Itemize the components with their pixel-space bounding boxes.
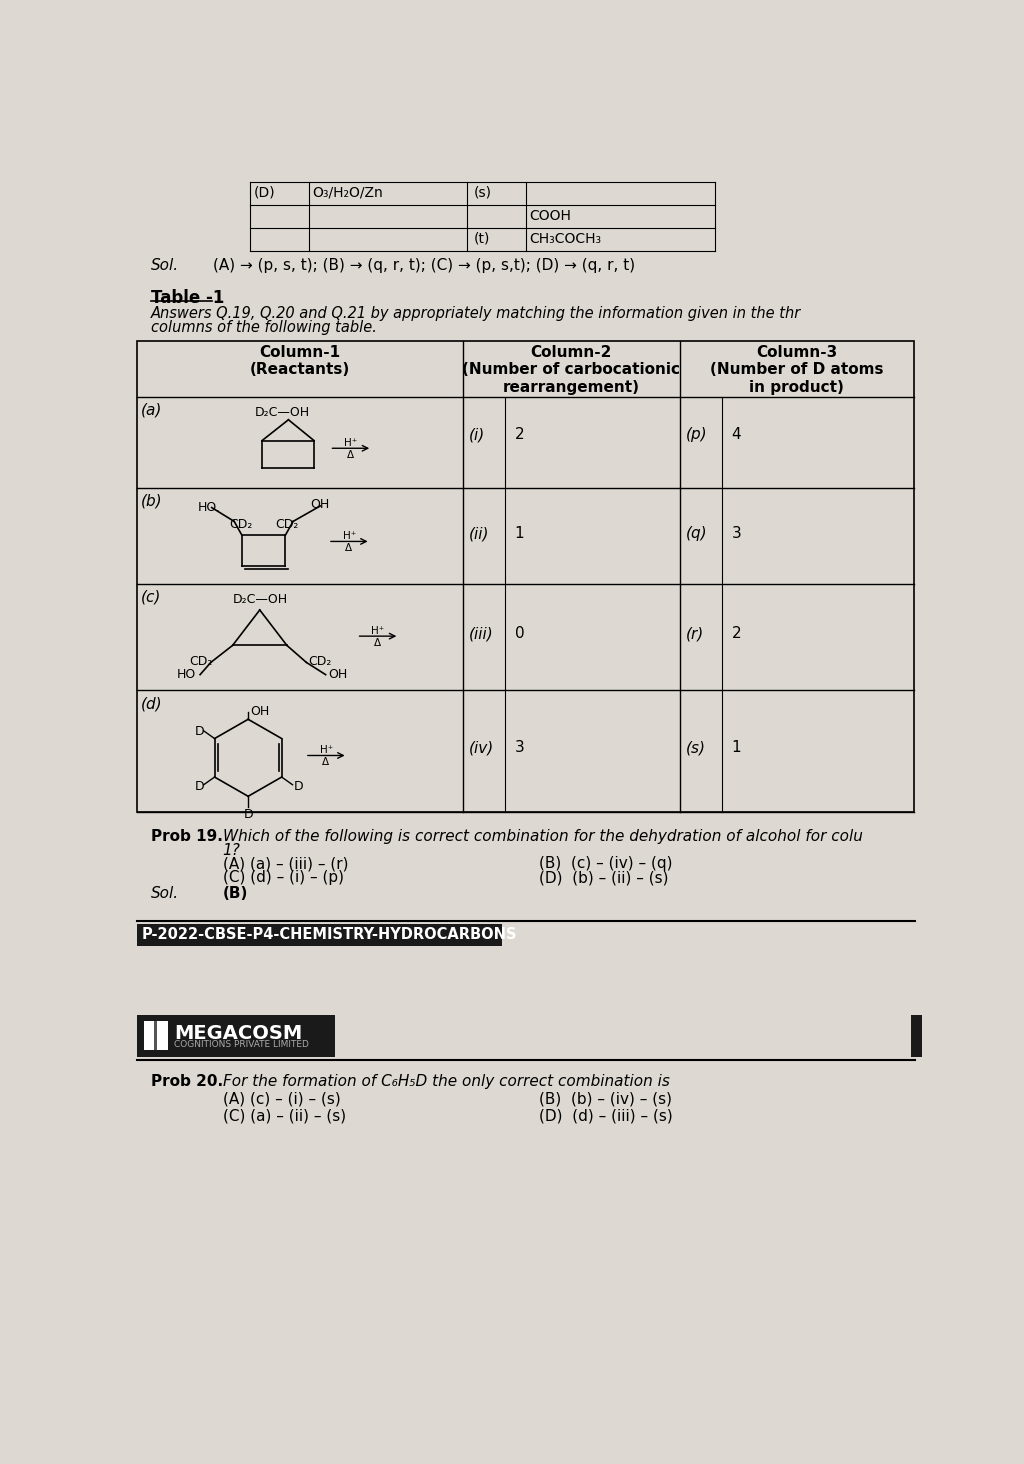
Text: CD₂: CD₂	[308, 654, 331, 668]
Text: (A) → (p, s, t); (B) → (q, r, t); (C) → (p, s,t); (D) → (q, r, t): (A) → (p, s, t); (B) → (q, r, t); (C) → …	[213, 258, 635, 274]
Text: D: D	[294, 780, 304, 793]
Text: Which of the following is correct combination for the dehydration of alcohol for: Which of the following is correct combin…	[222, 829, 862, 843]
Text: (d): (d)	[141, 697, 163, 712]
Text: Column-1
(Reactants): Column-1 (Reactants)	[250, 346, 350, 378]
Bar	[910, 1015, 922, 1057]
Text: D: D	[195, 780, 204, 793]
Text: H⁺: H⁺	[372, 627, 385, 637]
Text: (a): (a)	[141, 403, 163, 417]
Text: Sol.: Sol.	[152, 258, 179, 274]
Text: (ii): (ii)	[469, 526, 489, 542]
Text: HO.: HO.	[198, 501, 220, 514]
Text: (D)  (b) – (ii) – (s): (D) (b) – (ii) – (s)	[539, 870, 669, 886]
Text: (iv): (iv)	[469, 741, 495, 755]
Text: Column-2
(Number of carbocationic
rearrangement): Column-2 (Number of carbocationic rearra…	[462, 346, 680, 395]
Text: Δ: Δ	[374, 638, 381, 647]
Text: Answers Q.19, Q.20 and Q.21 by appropriately matching the information given in t: Answers Q.19, Q.20 and Q.21 by appropria…	[152, 306, 802, 321]
Text: (C) (a) – (ii) – (s): (C) (a) – (ii) – (s)	[222, 1108, 346, 1123]
Text: (B)  (c) – (iv) – (q): (B) (c) – (iv) – (q)	[539, 856, 672, 871]
Text: (D)  (d) – (iii) – (s): (D) (d) – (iii) – (s)	[539, 1108, 673, 1123]
Text: Δ: Δ	[346, 449, 353, 460]
Text: 0: 0	[515, 627, 524, 641]
Text: Sol.: Sol.	[152, 886, 179, 902]
Text: COGNITIONS PRIVATE LIMITED: COGNITIONS PRIVATE LIMITED	[174, 1039, 309, 1048]
Bar	[155, 1022, 157, 1050]
Text: P-2022-CBSE-P4-CHEMISTRY-HYDROCARBONS: P-2022-CBSE-P4-CHEMISTRY-HYDROCARBONS	[142, 927, 517, 943]
Text: CD₂: CD₂	[189, 654, 213, 668]
Text: (D): (D)	[254, 186, 275, 199]
Text: (B)  (b) – (iv) – (s): (B) (b) – (iv) – (s)	[539, 1091, 672, 1107]
Text: Prob 19.: Prob 19.	[152, 829, 223, 843]
Text: (i): (i)	[469, 427, 485, 442]
Text: D₂C—OH: D₂C—OH	[254, 406, 309, 419]
Bar	[143, 1022, 155, 1050]
Text: OH: OH	[328, 669, 347, 681]
Text: (C) (d) – (i) – (p): (C) (d) – (i) – (p)	[222, 870, 343, 886]
Text: Column-3
(Number of D atoms
in product): Column-3 (Number of D atoms in product)	[710, 346, 884, 395]
Text: (A) (a) – (iii) – (r): (A) (a) – (iii) – (r)	[222, 856, 348, 871]
Text: COOH: COOH	[529, 209, 571, 223]
Text: (p): (p)	[686, 427, 708, 442]
Text: MEGACOSM: MEGACOSM	[174, 1025, 303, 1044]
Text: (iii): (iii)	[469, 627, 494, 641]
Text: (s): (s)	[474, 186, 492, 199]
Text: (b): (b)	[141, 493, 163, 508]
Text: 2: 2	[732, 627, 741, 641]
Text: Table -1: Table -1	[152, 288, 224, 307]
Text: 3: 3	[732, 526, 741, 542]
Text: D: D	[195, 725, 204, 738]
Bar	[137, 924, 502, 946]
Text: H⁺: H⁺	[343, 531, 356, 542]
Text: CD₂: CD₂	[275, 518, 299, 531]
Text: 4: 4	[732, 427, 741, 442]
Text: 1: 1	[515, 526, 524, 542]
Text: For the formation of C₆H₅D the only correct combination is: For the formation of C₆H₅D the only corr…	[222, 1075, 670, 1089]
Text: (t): (t)	[474, 231, 490, 246]
Text: (B): (B)	[222, 886, 248, 902]
Text: 1: 1	[732, 741, 741, 755]
Text: 1?: 1?	[222, 842, 241, 858]
Text: H⁺: H⁺	[319, 745, 333, 755]
Bar	[157, 1022, 168, 1050]
Text: Δ: Δ	[345, 543, 352, 553]
Bar	[137, 341, 913, 811]
Text: OH: OH	[310, 498, 330, 511]
Bar	[137, 1015, 335, 1057]
Text: D: D	[244, 808, 253, 821]
Text: D₂C—OH: D₂C—OH	[232, 593, 288, 606]
Text: (A) (c) – (i) – (s): (A) (c) – (i) – (s)	[222, 1091, 340, 1107]
Text: (c): (c)	[141, 590, 162, 605]
Text: CH₃COCH₃: CH₃COCH₃	[529, 231, 601, 246]
Text: H⁺: H⁺	[344, 438, 357, 448]
Text: OH: OH	[251, 706, 269, 719]
Text: columns of the following table.: columns of the following table.	[152, 319, 377, 335]
Text: (r): (r)	[686, 627, 705, 641]
Text: O₃/H₂O/Zn: O₃/H₂O/Zn	[312, 186, 383, 199]
Text: CD₂: CD₂	[228, 518, 252, 531]
Text: HO: HO	[177, 669, 196, 681]
Text: 2: 2	[515, 427, 524, 442]
Text: (s): (s)	[686, 741, 706, 755]
Text: (q): (q)	[686, 526, 708, 542]
Text: 3: 3	[515, 741, 524, 755]
Text: Prob 20.: Prob 20.	[152, 1075, 223, 1089]
Text: Δ: Δ	[322, 757, 329, 767]
